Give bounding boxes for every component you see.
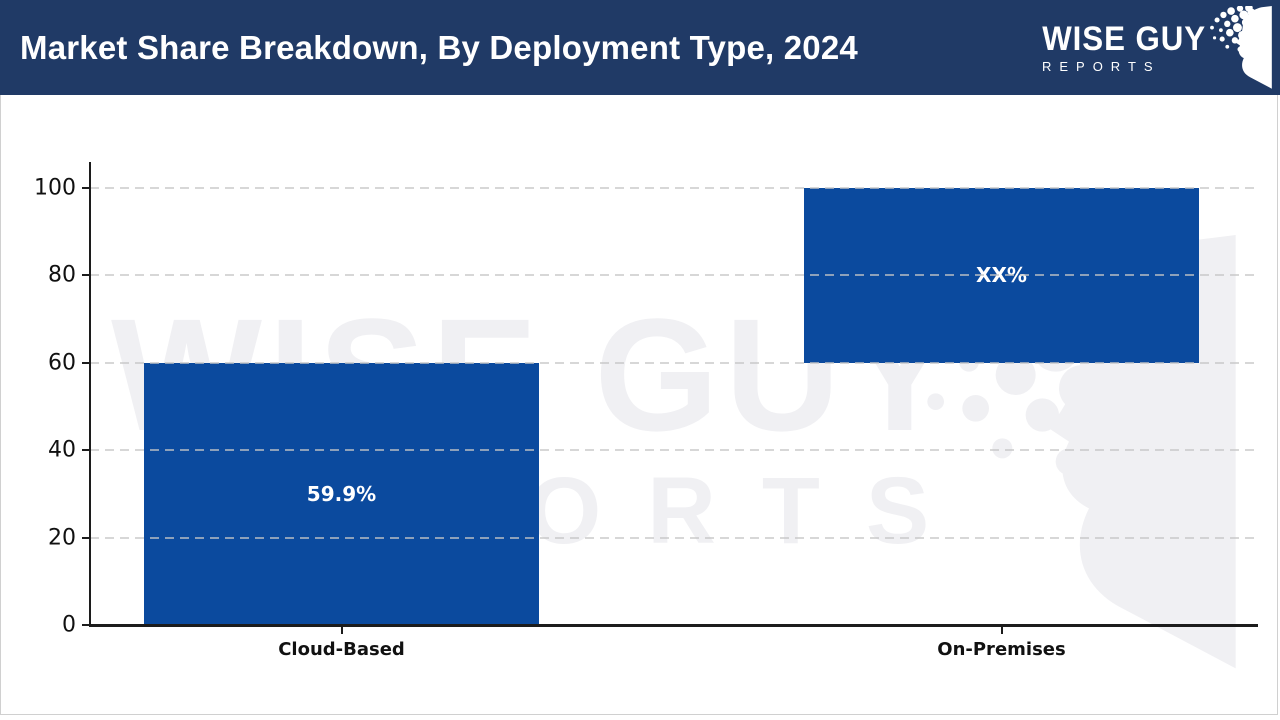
y-axis-line: [89, 162, 91, 627]
page-title: Market Share Breakdown, By Deployment Ty…: [20, 28, 858, 66]
y-tick-0: [82, 624, 89, 626]
x-tick-On-Premises: [1000, 627, 1003, 634]
brand-subtitle: REPORTS: [1041, 59, 1161, 74]
gridline-y20: [90, 536, 1259, 539]
x-axis-line: [89, 624, 1258, 627]
gridline-y80: [90, 274, 1259, 277]
gridline-y60: [90, 361, 1259, 364]
bar-cloud-based: 59.9%: [144, 363, 539, 625]
chart-panel: WISE GUY REPORTS: [0, 95, 1278, 715]
y-tick-20: [82, 536, 89, 539]
y-tick-label-40: 40: [48, 437, 76, 463]
y-tick-100: [82, 187, 89, 189]
wiseguy-face-icon: [1210, 5, 1272, 89]
brand-logo: WISE GUY REPORTS: [1028, 5, 1280, 90]
y-tick-label-0: 0: [62, 612, 76, 638]
y-tick-label-80: 80: [48, 262, 76, 288]
y-tick-label-100: 100: [34, 175, 76, 201]
brand-text: WISE GUY REPORTS: [1028, 22, 1206, 73]
y-tick-label-60: 60: [48, 350, 76, 376]
y-tick-40: [82, 449, 89, 452]
y-tick-80: [82, 274, 89, 277]
y-tick-label-20: 20: [48, 525, 76, 551]
bar-value-label: 59.9%: [306, 482, 377, 507]
axes-layer: 0 20 40 60 80 100: [1, 95, 1277, 714]
gridline-y100: [90, 187, 1259, 189]
category-label-cloud-based: Cloud-Based: [278, 639, 405, 660]
gridline-y40: [90, 449, 1259, 452]
y-tick-60: [82, 361, 89, 364]
header-band: Market Share Breakdown, By Deployment Ty…: [0, 0, 1280, 95]
category-label-on-premises: On-Premises: [937, 639, 1066, 660]
x-tick-Cloud-Based: [340, 627, 343, 634]
brand-name: WISE GUY: [1042, 20, 1206, 58]
